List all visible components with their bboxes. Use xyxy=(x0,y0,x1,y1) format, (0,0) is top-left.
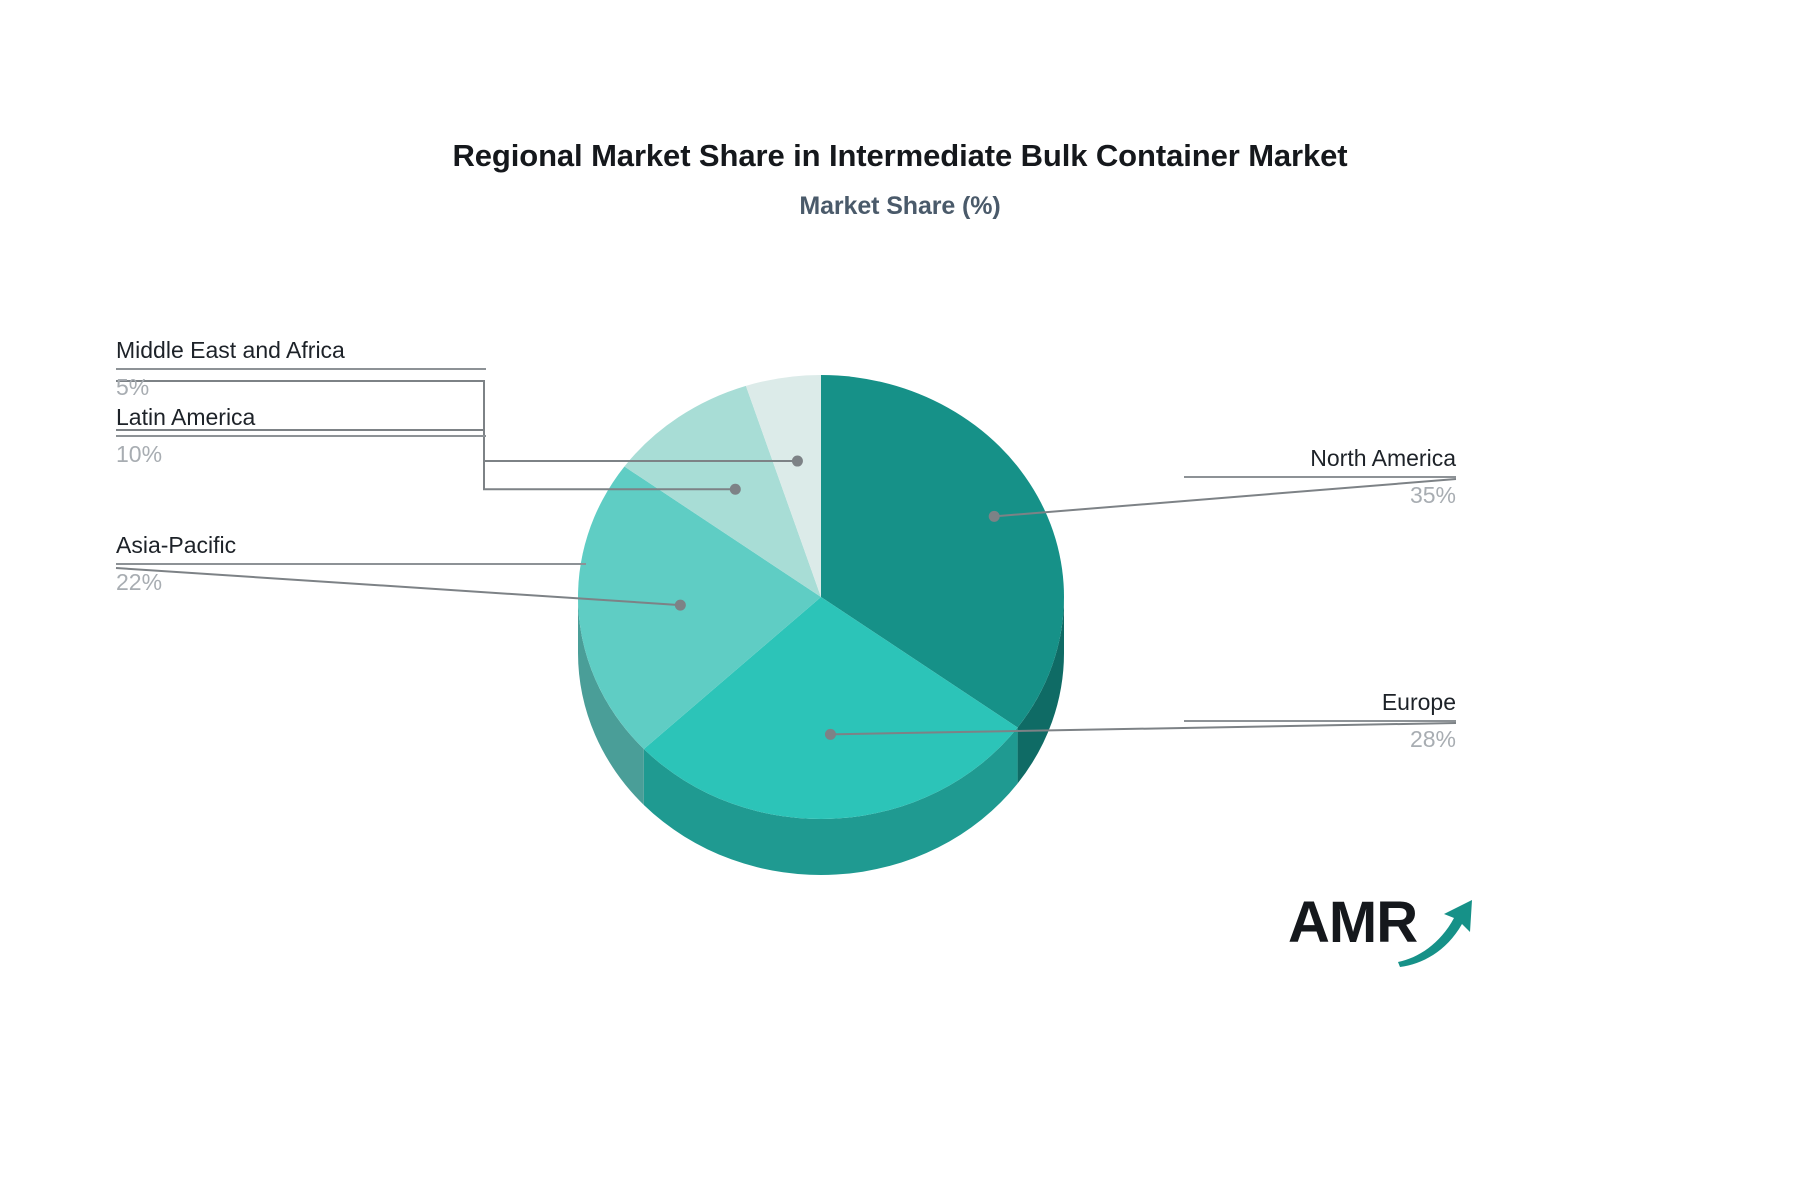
page-title: Regional Market Share in Intermediate Bu… xyxy=(452,138,1348,173)
chart-subtitle: Market Share (%) xyxy=(799,192,1001,220)
callout-north-america: North America 35% xyxy=(1184,444,1456,509)
callout-label: Latin America xyxy=(116,404,256,430)
callout-asia-pacific: Asia-Pacific 22% xyxy=(116,531,586,596)
callout-rule xyxy=(1184,720,1456,722)
callout-label: Middle East and Africa xyxy=(116,337,345,363)
logo-text: AMR xyxy=(1288,890,1418,955)
pie-chart xyxy=(578,375,1138,935)
callout-label: Asia-Pacific xyxy=(116,532,237,558)
callout-label: North America xyxy=(1310,445,1456,471)
pie-slice-side-asia-pacific xyxy=(578,597,644,805)
callout-value: 22% xyxy=(116,569,163,595)
callout-rule xyxy=(116,368,486,370)
callout-rule xyxy=(1184,476,1456,478)
pie-slice-europe[interactable] xyxy=(643,597,1018,819)
callout-value: 35% xyxy=(1409,482,1456,508)
callout-middle-east-and-africa: Middle East and Africa 5% xyxy=(116,336,486,401)
callout-value: 10% xyxy=(116,441,163,467)
pie-svg xyxy=(578,375,1064,875)
callout-label: Europe xyxy=(1381,689,1456,715)
callout-value: 28% xyxy=(1409,726,1456,752)
amr-logo: AMR xyxy=(1288,888,1478,968)
pie-slice-side-north-america xyxy=(1017,597,1064,784)
arrow-swoosh-icon xyxy=(1398,900,1472,967)
callout-latin-america: Latin America 10% xyxy=(116,403,486,468)
callout-rule xyxy=(116,435,486,437)
pie-slice-asia-pacific[interactable] xyxy=(578,466,821,749)
pie-slice-side-europe xyxy=(643,727,1018,875)
callout-value: 5% xyxy=(116,374,150,400)
callout-europe: Europe 28% xyxy=(1184,688,1456,753)
callout-rule xyxy=(116,563,586,565)
pie-slice-north-america[interactable] xyxy=(821,375,1064,728)
